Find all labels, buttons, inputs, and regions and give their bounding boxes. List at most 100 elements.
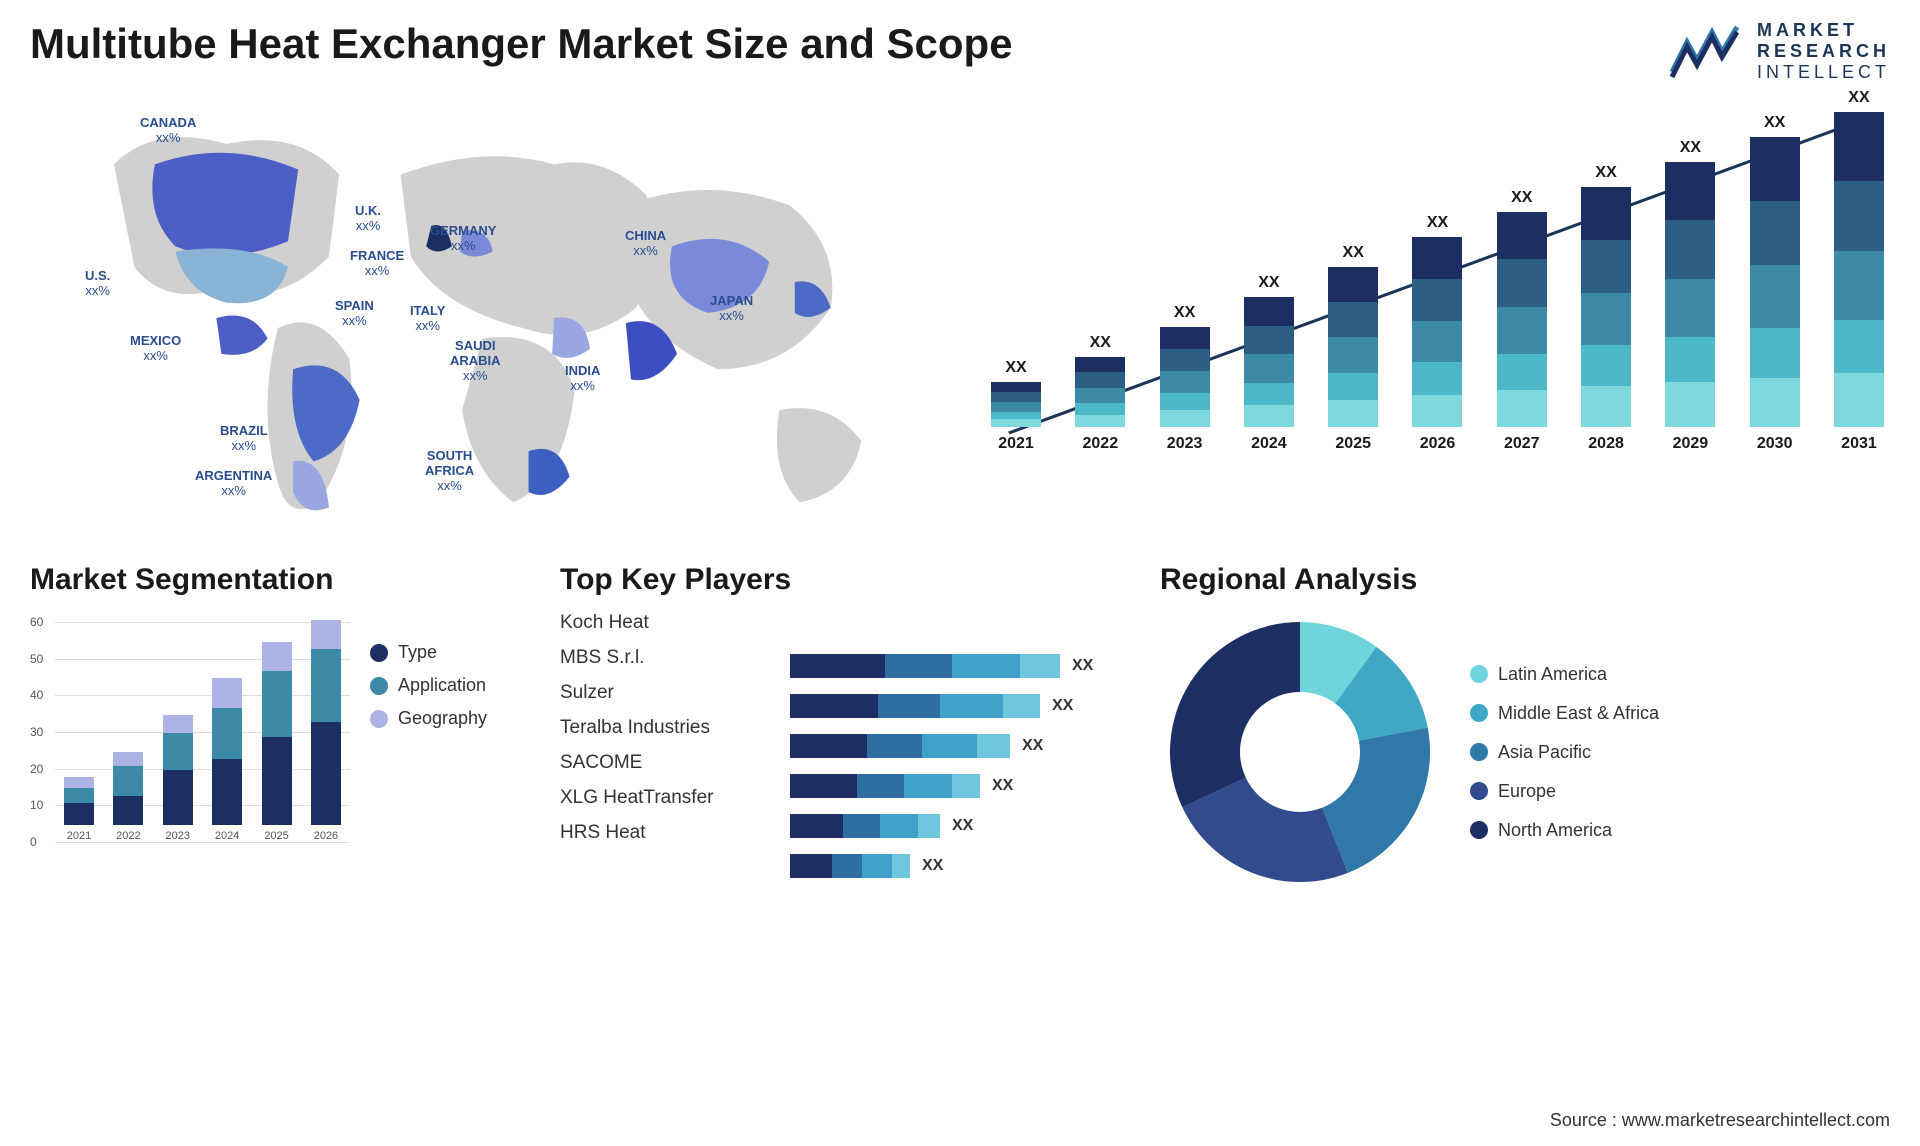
growth-year-label: 2031 [1841,435,1877,453]
growth-bar [1328,267,1378,427]
player-value-label: XX [1022,737,1043,755]
segmentation-legend: Type Application Geography [370,612,487,862]
page-title: Multitube Heat Exchanger Market Size and… [30,20,1013,68]
growth-col-2026: XX 2026 [1406,214,1468,453]
growth-bar [1834,112,1884,427]
seg-col-2026: 2026 [307,620,345,842]
growth-bar-label: XX [1764,114,1785,132]
growth-bar-label: XX [1848,89,1869,107]
player-name: HRS Heat [560,822,760,844]
seg-col-2021: 2021 [60,777,98,842]
growth-bar [1412,237,1462,427]
growth-year-label: 2027 [1504,435,1540,453]
growth-col-2031: XX 2031 [1828,89,1890,453]
segmentation-title: Market Segmentation [30,563,520,597]
growth-year-label: 2024 [1251,435,1287,453]
growth-bar [1497,212,1547,427]
seg-year-label: 2021 [67,830,91,842]
growth-col-2028: XX 2028 [1575,164,1637,453]
growth-bar-label: XX [1595,164,1616,182]
growth-bar [1750,137,1800,427]
growth-col-2023: XX2023 [1154,304,1216,453]
player-bar-row: XX [790,814,1120,838]
country-label-brazil: BRAZILxx% [220,423,268,453]
seg-year-label: 2024 [215,830,239,842]
country-label-mexico: MEXICOxx% [130,333,181,363]
seg-year-label: 2025 [264,830,288,842]
players-title: Top Key Players [560,563,1120,597]
country-label-japan: JAPANxx% [710,293,753,323]
seg-ytick: 60 [30,615,43,629]
legend-label: Middle East & Africa [1498,703,1659,724]
seg-ytick: 30 [30,725,43,739]
player-bar-row: XX [790,774,1120,798]
growth-col-2027: XX 2027 [1491,189,1553,453]
seg-year-label: 2023 [166,830,190,842]
growth-year-label: 2029 [1673,435,1709,453]
growth-bar [1581,187,1631,427]
country-label-germany: GERMANYxx% [430,223,496,253]
player-bar-row: XX [790,654,1120,678]
growth-chart-panel: XX2021XX2022XX2023XX2024XX2025XX2026XX20… [985,103,1890,533]
country-label-argentina: ARGENTINAxx% [195,468,272,498]
legend-label: North America [1498,820,1612,841]
player-value-label: XX [992,777,1013,795]
seg-ytick: 20 [30,762,43,776]
growth-year-label: 2021 [998,435,1034,453]
country-label-france: FRANCExx% [350,248,404,278]
growth-bar-label: XX [1258,274,1279,292]
logo-line-1: MARKET [1757,20,1890,41]
regional-legend-item: Middle East & Africa [1470,703,1659,724]
player-name: Koch Heat [560,612,760,634]
regional-legend-item: North America [1470,820,1659,841]
growth-bar [1075,357,1125,427]
seg-year-label: 2022 [116,830,140,842]
seg-legend-item: Geography [370,708,487,729]
country-label-us: U.S.xx% [85,268,110,298]
growth-bar-label: XX [1005,359,1026,377]
seg-ytick: 0 [30,835,37,849]
legend-swatch [370,677,388,695]
player-value-label: XX [1052,697,1073,715]
legend-swatch [370,644,388,662]
brand-logo: MARKET RESEARCH INTELLECT [1667,20,1890,83]
player-name: MBS S.r.l. [560,647,760,669]
player-value-label: XX [952,817,973,835]
growth-bar-label: XX [1090,334,1111,352]
country-label-italy: ITALYxx% [410,303,445,333]
growth-year-label: 2028 [1588,435,1624,453]
logo-icon [1667,22,1747,82]
growth-bar [1244,297,1294,427]
growth-bar-label: XX [1427,214,1448,232]
seg-year-label: 2026 [314,830,338,842]
logo-line-3: INTELLECT [1757,62,1890,83]
growth-col-2029: XX2029 [1659,139,1721,453]
country-label-saudiarabia: SAUDIARABIAxx% [450,338,501,383]
regional-legend: Latin AmericaMiddle East & AfricaAsia Pa… [1470,664,1659,841]
growth-col-2024: XX 2024 [1238,274,1300,453]
source-attribution: Source : www.marketresearchintellect.com [1550,1110,1890,1131]
country-label-spain: SPAINxx% [335,298,374,328]
legend-label: Geography [398,708,487,729]
growth-year-label: 2025 [1335,435,1371,453]
growth-bar [1665,162,1715,427]
growth-col-2021: XX 2021 [985,359,1047,453]
seg-col-2023: 2023 [159,715,197,842]
country-label-uk: U.K.xx% [355,203,381,233]
legend-swatch [1470,821,1488,839]
legend-label: Application [398,675,486,696]
growth-bar [1160,327,1210,427]
legend-label: Europe [1498,781,1556,802]
growth-bar-label: XX [1511,189,1532,207]
world-map-panel: CANADAxx% U.S.xx% MEXICOxx% BRAZILxx% ARGENT… [30,103,935,533]
player-name: XLG HeatTransfer [560,787,760,809]
growth-year-label: 2026 [1420,435,1456,453]
legend-swatch [1470,665,1488,683]
seg-ytick: 50 [30,652,43,666]
country-label-canada: CANADAxx% [140,115,196,145]
legend-swatch [1470,782,1488,800]
seg-legend-item: Type [370,642,487,663]
regional-legend-item: Asia Pacific [1470,742,1659,763]
player-value-label: XX [922,857,943,875]
segmentation-panel: Market Segmentation 01020304050602021202… [30,563,520,873]
